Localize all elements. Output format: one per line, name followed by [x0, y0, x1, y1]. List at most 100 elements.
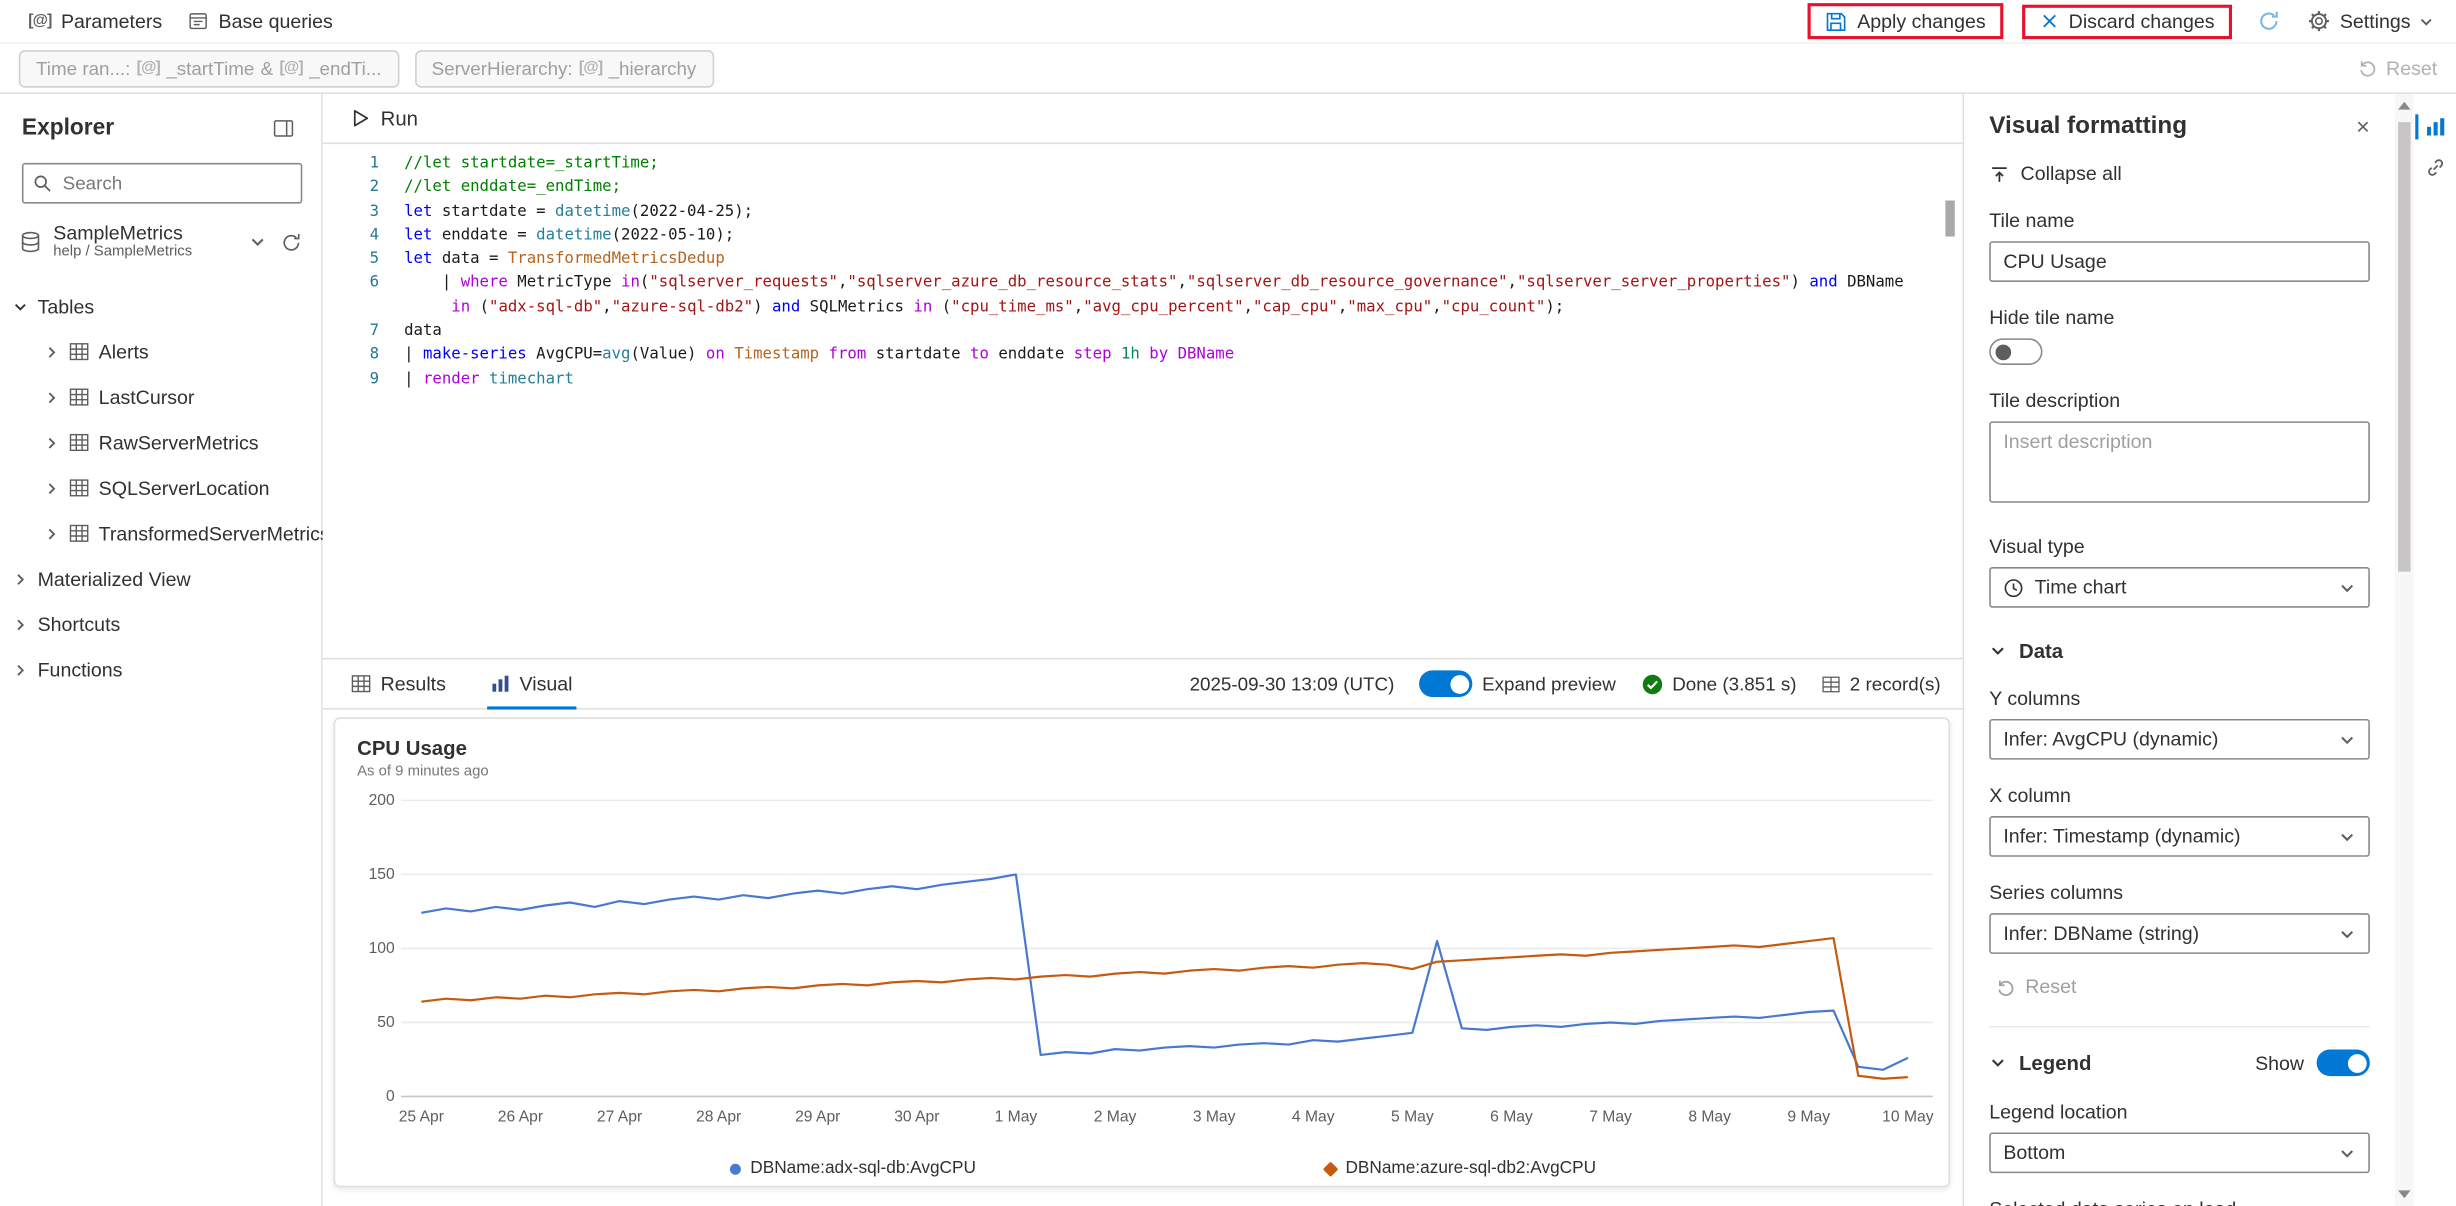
code-line[interactable]: 1 //let startdate=_startTime;: [323, 152, 1963, 176]
chevron-down-icon[interactable]: [13, 299, 29, 315]
tables-node[interactable]: Tables: [0, 284, 321, 329]
tile-name-input[interactable]: [1989, 241, 2370, 282]
sidebar-item[interactable]: Functions: [0, 647, 321, 692]
parameters-button[interactable]: [@] Parameters: [16, 1, 175, 42]
code-line[interactable]: 7 data: [323, 320, 1963, 344]
svg-text:10 May: 10 May: [1882, 1108, 1934, 1125]
run-toolbar: Run: [322, 94, 1963, 145]
table-row[interactable]: SQLServerLocation: [0, 466, 321, 511]
records-grid-icon: [1822, 675, 1840, 692]
series-columns-dropdown[interactable]: Infer: DBName (string): [1989, 913, 2370, 954]
explorer-tree: Tables Alerts LastCursor RawServerMetric…: [0, 284, 330, 693]
code-line[interactable]: 3 let startdate = datetime(2022-04-25);: [323, 200, 1963, 224]
code-line[interactable]: 8 | make-series AvgCPU=avg(Value) on Time…: [323, 344, 1963, 368]
code-line[interactable]: 4 let enddate = datetime(2022-05-10);: [323, 224, 1963, 248]
gear-icon: [2307, 9, 2332, 34]
chevron-right-icon[interactable]: [13, 571, 29, 587]
right-icon-rail: [2413, 93, 2456, 1206]
chevron-right-icon[interactable]: [44, 435, 60, 451]
run-button[interactable]: Run: [351, 107, 418, 130]
data-section-header[interactable]: Data: [1989, 639, 2370, 663]
query-editor[interactable]: 1 //let startdate=_startTime; 2 //let endda…: [323, 144, 1963, 391]
refresh-icon[interactable]: [2251, 2, 2289, 40]
time-range-pill[interactable]: Time ran...: [@] _startTime & [@] _endTi…: [18, 49, 399, 87]
chevron-right-icon[interactable]: [44, 526, 60, 542]
table-name: Alerts: [98, 341, 149, 364]
code-line[interactable]: 2 //let enddate=_endTime;: [323, 176, 1963, 200]
series-columns-value: Infer: DBName (string): [2003, 922, 2200, 945]
legend-section-label: Legend: [2018, 1051, 2092, 1075]
code-line[interactable]: 9 | render timechart: [323, 368, 1963, 392]
panel-scrollbar[interactable]: [2394, 93, 2414, 1206]
chevron-right-icon[interactable]: [13, 662, 29, 678]
code-text: data: [404, 322, 442, 341]
visual-formatting-panel: Visual formatting × Collapse all Tile na…: [1962, 93, 2395, 1206]
legend-section-header[interactable]: Legend Show: [1989, 1025, 2370, 1077]
scroll-up-arrow[interactable]: [2398, 101, 2411, 110]
discard-changes-button[interactable]: Discard changes: [2021, 3, 2232, 39]
tile-description-input[interactable]: [1989, 421, 2370, 503]
tab-results[interactable]: Results: [345, 659, 453, 709]
visual-formatting-rail-button[interactable]: [2414, 107, 2456, 148]
tab-visual[interactable]: Visual: [484, 659, 579, 709]
svg-text:28 Apr: 28 Apr: [696, 1108, 741, 1125]
code-line[interactable]: 6 | where MetricType in("sqlserver_reque…: [323, 272, 1963, 296]
svg-text:5 May: 5 May: [1391, 1108, 1434, 1125]
parameter-icon: [@]: [279, 59, 303, 77]
collapse-all-button[interactable]: Collapse all: [1989, 163, 2370, 185]
open-in-panel-icon[interactable]: [265, 110, 303, 148]
explorer-search[interactable]: [21, 162, 303, 204]
scrollbar-thumb[interactable]: [2398, 122, 2411, 572]
table-row[interactable]: Alerts: [0, 329, 321, 374]
query-timestamp: 2025-09-30 13:09 (UTC): [1189, 672, 1395, 695]
y-columns-dropdown[interactable]: Infer: AvgCPU (dynamic): [1989, 718, 2370, 760]
line-number: 5: [369, 250, 380, 269]
time-pill-label: Time ran...:: [36, 57, 131, 80]
parameter-icon: [@]: [578, 59, 603, 77]
base-queries-button[interactable]: Base queries: [175, 1, 346, 42]
table-row[interactable]: LastCursor: [0, 375, 321, 420]
search-input[interactable]: [59, 170, 292, 196]
sync-icon[interactable]: [277, 228, 305, 256]
visual-type-dropdown[interactable]: Time chart: [1989, 567, 2370, 608]
table-row[interactable]: TransformedServerMetrics: [0, 511, 330, 556]
table-name: LastCursor: [98, 386, 195, 409]
filter-reset-button[interactable]: Reset: [2358, 57, 2437, 79]
sidebar-item-label: Functions: [37, 659, 123, 682]
data-reset-button[interactable]: Reset: [1989, 976, 2370, 998]
legend-location-dropdown[interactable]: Bottom: [1989, 1132, 2370, 1174]
query-workspace: Run 1 //let startdate=_startTime; 2 //let e…: [322, 93, 1963, 1206]
legend-item-azure[interactable]: DBName:azure-sql-db2:AvgCPU: [1322, 1159, 1597, 1178]
code-line[interactable]: in ("adx-sql-db","azure-sql-db2") and SQ…: [323, 296, 1963, 320]
sidebar-item[interactable]: Shortcuts: [0, 602, 321, 647]
chevron-down-icon[interactable]: [249, 234, 266, 251]
x-column-dropdown[interactable]: Infer: Timestamp (dynamic): [1989, 816, 2370, 857]
chevron-right-icon[interactable]: [44, 481, 60, 497]
table-row[interactable]: RawServerMetrics: [0, 420, 321, 465]
database-selector[interactable]: SampleMetrics help / SampleMetrics: [0, 213, 321, 271]
base-queries-label: Base queries: [218, 10, 333, 33]
chevron-down-icon: [1991, 1059, 2004, 1067]
chevron-right-icon[interactable]: [44, 344, 60, 360]
query-duration: Done (3.851 s): [1672, 672, 1797, 695]
hide-tile-name-toggle[interactable]: [1989, 338, 2043, 365]
legend-label-azure: DBName:azure-sql-db2:AvgCPU: [1345, 1159, 1597, 1178]
settings-button[interactable]: Settings: [2307, 9, 2440, 34]
expand-preview-toggle[interactable]: [1419, 670, 1473, 698]
line-number: 9: [369, 370, 380, 388]
editor-scrollbar-thumb[interactable]: [1945, 200, 1955, 237]
legend-show-toggle[interactable]: [2316, 1049, 2370, 1077]
record-count: 2 record(s): [1849, 672, 1941, 695]
chevron-right-icon[interactable]: [44, 390, 60, 406]
hierarchy-label: ServerHierarchy:: [431, 57, 573, 80]
link-rail-button[interactable]: [2414, 147, 2456, 188]
tables-label: Tables: [37, 295, 95, 318]
chevron-right-icon[interactable]: [13, 617, 29, 633]
apply-changes-button[interactable]: Apply changes: [1807, 3, 2003, 40]
legend-item-adx[interactable]: DBName:adx-sql-db:AvgCPU: [729, 1159, 976, 1178]
code-line[interactable]: 5 let data = TransformedMetricsDedup: [323, 248, 1963, 272]
close-icon[interactable]: ×: [2356, 113, 2370, 141]
scroll-down-arrow[interactable]: [2398, 1190, 2411, 1199]
sidebar-item[interactable]: Materialized View: [0, 557, 321, 602]
hierarchy-pill[interactable]: ServerHierarchy: [@] _hierarchy: [414, 49, 714, 87]
